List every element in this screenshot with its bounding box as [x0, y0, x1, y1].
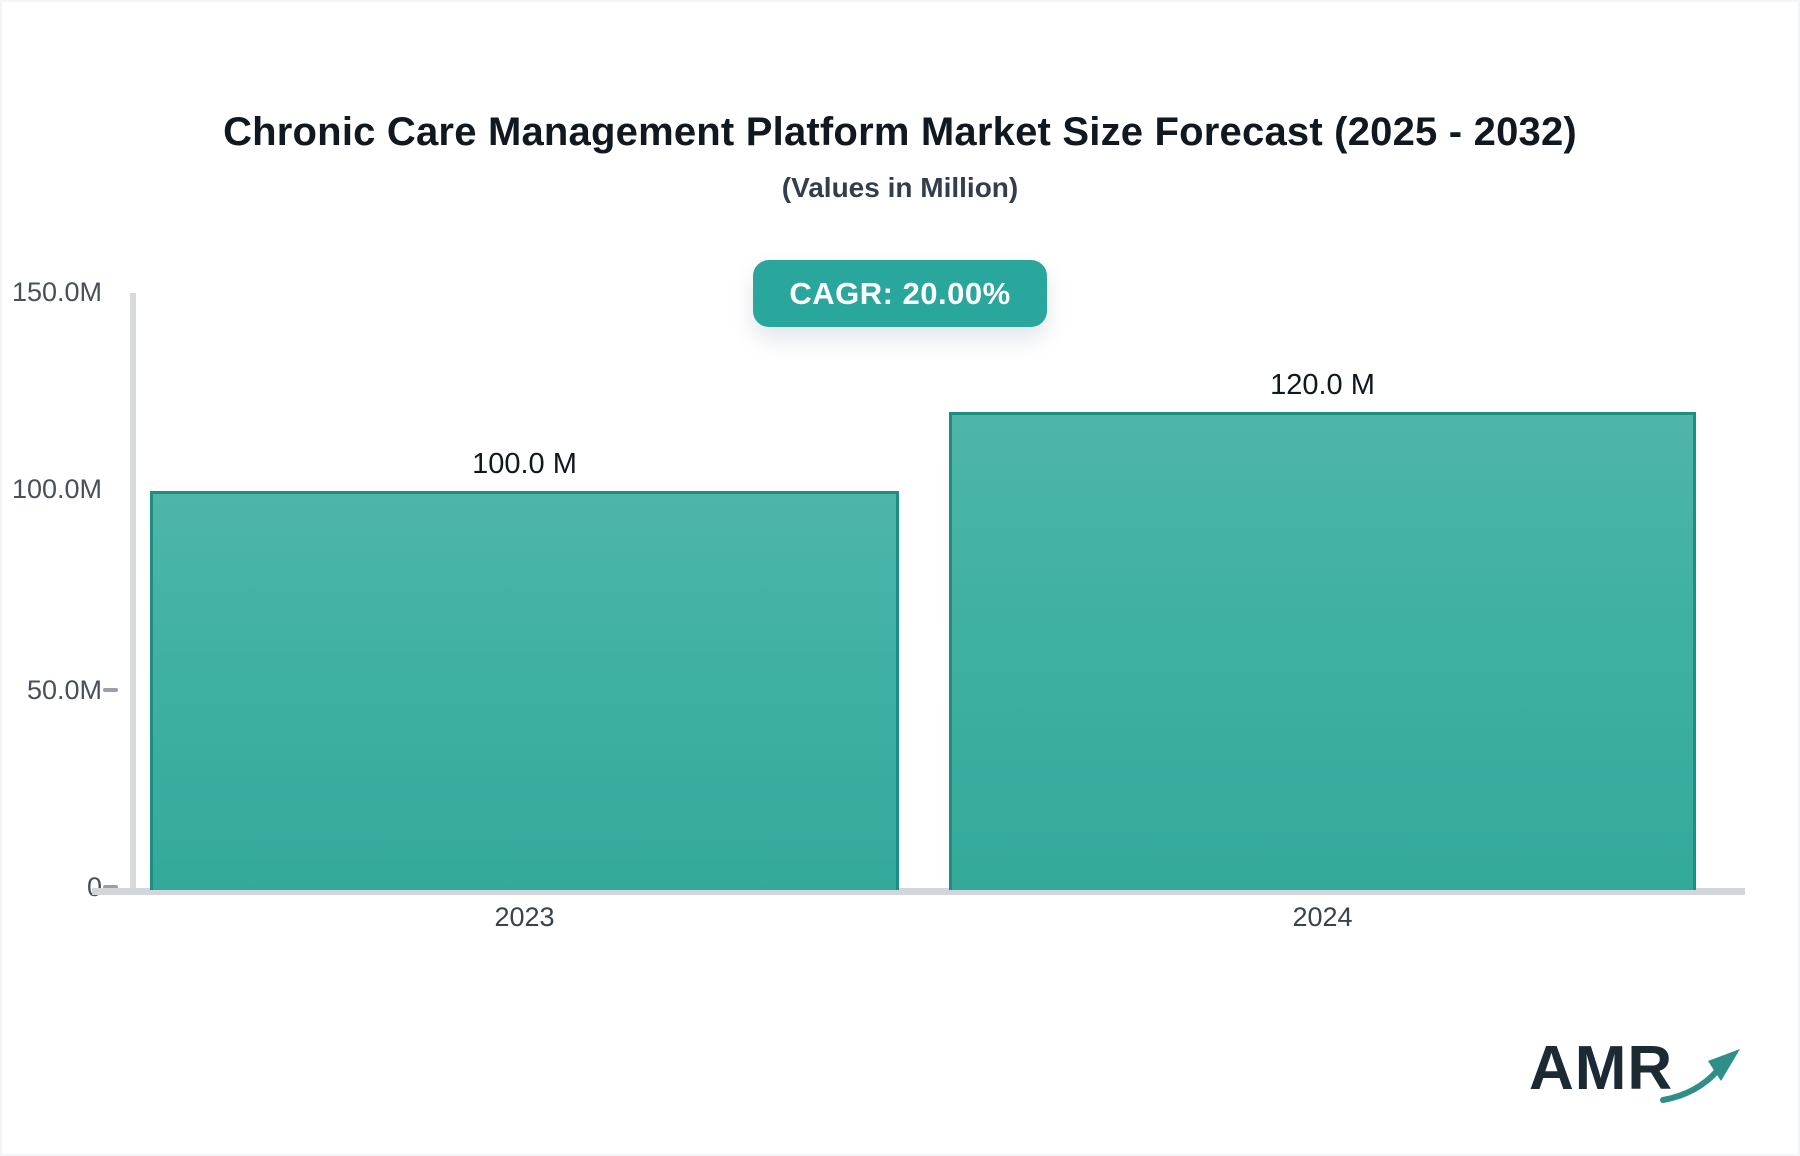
- bar-value-label-2024: 120.0 M: [1270, 368, 1375, 401]
- ytick-mark-50m: [103, 688, 118, 692]
- chart-title: Chronic Care Management Platform Market …: [223, 110, 1577, 154]
- bar-2024: 120.0 M: [949, 369, 1696, 890]
- ytick-label-150m: 150.0M: [11, 277, 102, 307]
- plot-area: 100.0 M 120.0 M 2023 2024: [133, 292, 1745, 932]
- ytick-label-100m: 100.0M: [11, 474, 102, 504]
- bar-value-label-2023: 100.0 M: [472, 448, 577, 481]
- x-axis-line: [92, 888, 1745, 895]
- trend-up-arrow-icon: [1660, 1049, 1741, 1103]
- amr-logo-text: AMR: [1529, 1034, 1674, 1103]
- xtick-label-2023: 2023: [494, 902, 555, 932]
- amr-logo: AMR: [1529, 1036, 1745, 1106]
- cagr-badge-row: CAGR: 20.00%: [2, 260, 1798, 327]
- ytick-label-50m: 50.0M: [26, 675, 102, 705]
- cagr-badge: CAGR: 20.00%: [753, 260, 1047, 327]
- bar-2023: 100.0 M: [150, 448, 899, 890]
- xtick-label-2024: 2024: [1292, 902, 1353, 932]
- chart-subtitle: (Values in Million): [781, 172, 1019, 203]
- ytick-label-0: 0: [86, 872, 102, 902]
- y-axis-line: [130, 293, 136, 894]
- ytick-mark-0: [103, 885, 118, 889]
